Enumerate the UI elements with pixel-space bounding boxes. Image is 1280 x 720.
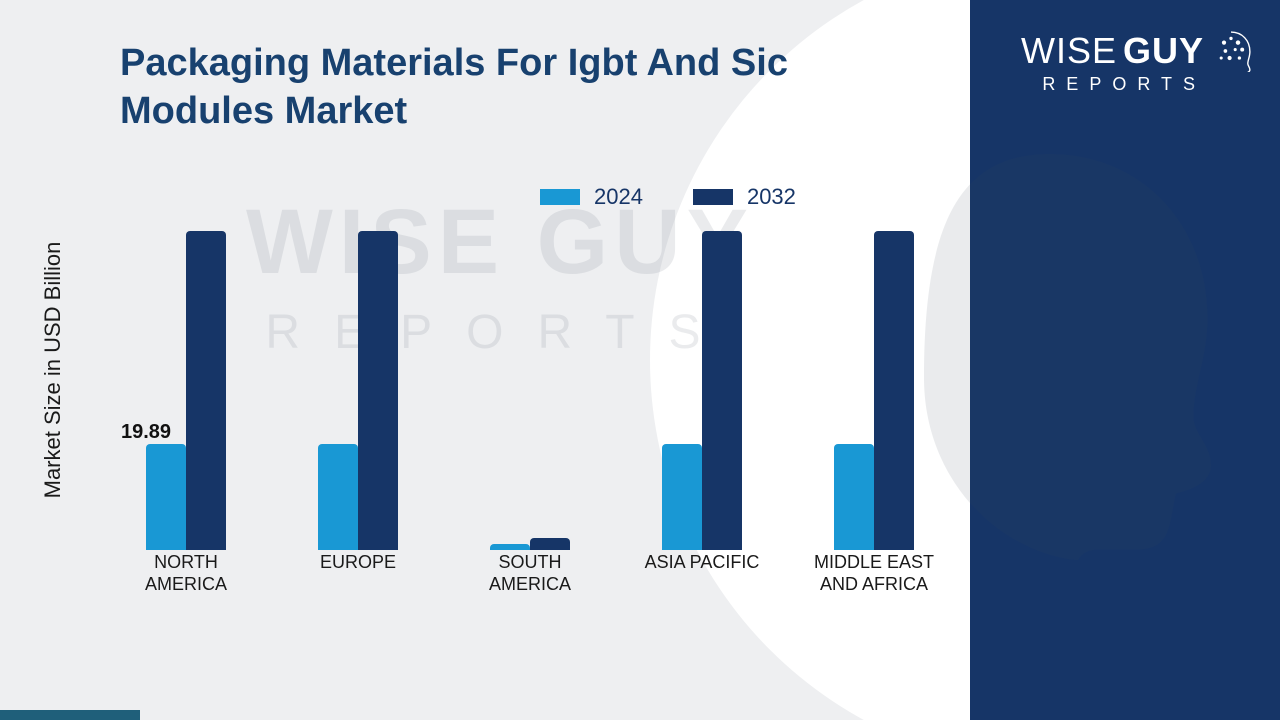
bar-groups: 19.89 xyxy=(100,220,960,550)
bar-group xyxy=(465,538,595,550)
plot-area: 19.89 xyxy=(100,220,960,550)
legend-swatch-2032 xyxy=(693,189,733,205)
brand-reports: REPORTS xyxy=(992,74,1206,95)
bar-2024 xyxy=(834,444,874,550)
bar-2024 xyxy=(318,444,358,550)
legend-swatch-2024 xyxy=(540,189,580,205)
chart-canvas: Packaging Materials For Igbt And Sic Mod… xyxy=(0,0,1280,720)
bar-2032 xyxy=(186,231,226,550)
brand-guy: GUY xyxy=(1123,30,1204,72)
brand-block: WISE GUY REPORTS xyxy=(992,30,1252,95)
bar-group xyxy=(293,231,423,550)
x-axis-labels: NORTH AMERICA EUROPE SOUTH AMERICA ASIA PAC… xyxy=(100,552,960,595)
bar-group xyxy=(637,231,767,550)
bar-group: 19.89 xyxy=(121,231,251,550)
bar-value-label: 19.89 xyxy=(121,421,171,444)
bar-2032 xyxy=(874,231,914,550)
legend-item-2024: 2024 xyxy=(540,184,643,210)
legend-label-2032: 2032 xyxy=(747,184,796,210)
legend: 2024 2032 xyxy=(540,184,796,210)
x-axis-label: EUROPE xyxy=(293,552,423,595)
chart-title: Packaging Materials For Igbt And Sic Mod… xyxy=(120,40,840,135)
bottom-accent-bar xyxy=(0,710,140,720)
legend-label-2024: 2024 xyxy=(594,184,643,210)
legend-item-2032: 2032 xyxy=(693,184,796,210)
x-axis-label: MIDDLE EAST AND AFRICA xyxy=(809,552,939,595)
x-axis-label: ASIA PACIFIC xyxy=(637,552,767,595)
x-axis-label: NORTH AMERICA xyxy=(121,552,251,595)
brand-head-icon xyxy=(1210,30,1252,72)
bar-2024 xyxy=(662,444,702,550)
bar-2032 xyxy=(530,538,570,550)
bar-group xyxy=(809,231,939,550)
bar-2032 xyxy=(358,231,398,550)
bar-2024 xyxy=(490,544,530,550)
brand-wise: WISE xyxy=(1021,30,1117,72)
bar-2032 xyxy=(702,231,742,550)
bar-2024: 19.89 xyxy=(146,444,186,550)
x-axis-label: SOUTH AMERICA xyxy=(465,552,595,595)
y-axis-label: Market Size in USD Billion xyxy=(40,180,66,560)
content-area: Packaging Materials For Igbt And Sic Mod… xyxy=(0,0,1000,720)
